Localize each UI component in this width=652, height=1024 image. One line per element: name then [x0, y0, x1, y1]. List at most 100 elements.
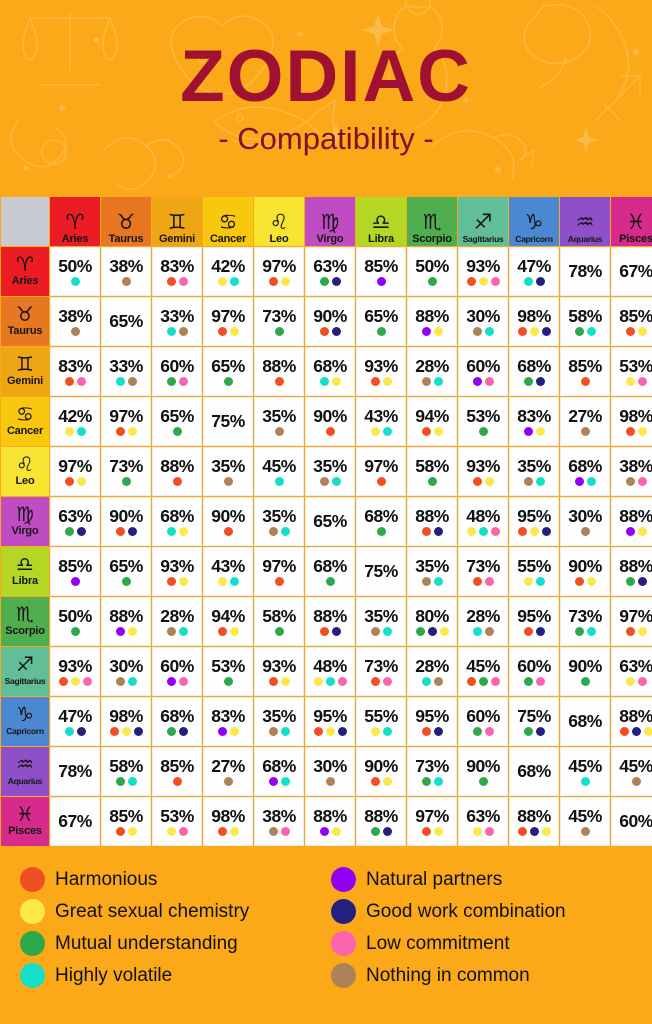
compatibility-dot-h: [580, 377, 590, 386]
legend-item-label: Harmonious: [55, 869, 158, 890]
compatibility-dot-h: [376, 477, 386, 486]
compatibility-dot-group: [611, 527, 652, 536]
compatibility-cell: 98%: [509, 297, 559, 346]
compatibility-cell: 42%: [50, 397, 100, 446]
compatibility-percent: 80%: [415, 606, 449, 626]
compatibility-dot-group: [50, 427, 100, 436]
compatibility-dot-x: [580, 427, 590, 436]
legend-color-swatch: [20, 899, 45, 924]
compatibility-cell: 94%: [407, 397, 457, 446]
compatibility-dot-s: [178, 577, 188, 586]
compatibility-dot-m: [415, 627, 425, 636]
column-header-label: Libra: [368, 233, 394, 245]
compatibility-dot-s: [586, 577, 596, 586]
compatibility-percent: 45%: [568, 806, 602, 826]
column-header-label: Pisces: [619, 233, 652, 245]
compatibility-dot-group: [152, 327, 202, 336]
compatibility-cell: 28%: [152, 597, 202, 646]
compatibility-dot-s: [433, 427, 443, 436]
compatibility-cell: 73%: [101, 447, 151, 496]
compatibility-dot-m: [319, 277, 329, 286]
compatibility-percent: 73%: [415, 756, 449, 776]
compatibility-dot-n: [472, 377, 482, 386]
compatibility-dot-group: [101, 677, 151, 686]
compatibility-percent: 83%: [160, 256, 194, 276]
compatibility-percent: 98%: [109, 706, 143, 726]
compatibility-dot-x: [484, 627, 494, 636]
compatibility-percent: 90%: [313, 306, 347, 326]
compatibility-dot-group: [458, 777, 508, 786]
row-header-sagittarius: ♐ Sagittarius: [1, 647, 49, 696]
compatibility-percent: 60%: [466, 706, 500, 726]
compatibility-cell: 90%: [356, 747, 406, 796]
compatibility-dot-group: [254, 677, 304, 686]
compatibility-dot-s: [637, 627, 647, 636]
compatibility-percent: 38%: [109, 256, 143, 276]
compatibility-dot-x: [268, 827, 278, 836]
compatibility-dot-l: [178, 677, 188, 686]
column-header-label: Capricorn: [515, 234, 553, 244]
column-header-label: Taurus: [108, 233, 144, 245]
compatibility-dot-v: [382, 427, 392, 436]
compatibility-cell: 94%: [203, 597, 253, 646]
legend-item: Great sexual chemistry: [20, 899, 321, 924]
compatibility-cell: 60%: [152, 647, 202, 696]
column-header-taurus: ♉ Taurus: [101, 197, 151, 246]
compatibility-dot-h: [370, 377, 380, 386]
compatibility-dot-w: [127, 527, 137, 536]
compatibility-cell: 58%: [101, 747, 151, 796]
compatibility-dot-m: [574, 627, 584, 636]
compatibility-dot-s: [166, 827, 176, 836]
compatibility-dot-group: [50, 477, 100, 486]
compatibility-percent: 53%: [619, 356, 652, 376]
compatibility-dot-group: [305, 427, 355, 436]
compatibility-percent: 90%: [211, 506, 245, 526]
compatibility-dot-group: [254, 627, 304, 636]
legend-column-left: Harmonious Great sexual chemistry Mutual u…: [20, 867, 321, 988]
zodiac-glyph-icon: ♎: [16, 554, 34, 576]
compatibility-percent: 97%: [364, 456, 398, 476]
legend-item: Natural partners: [331, 867, 632, 892]
compatibility-dot-h: [421, 527, 431, 536]
column-header-label: Sagittarius: [462, 234, 504, 244]
compatibility-dot-group: [305, 827, 355, 836]
compatibility-dot-group: [152, 277, 202, 286]
compatibility-cell: 48%: [305, 647, 355, 696]
page-title: ZODIAC: [180, 35, 472, 117]
compatibility-dot-h: [625, 627, 635, 636]
compatibility-dot-group: [101, 827, 151, 836]
compatibility-cell: 90%: [560, 547, 610, 596]
compatibility-percent: 94%: [415, 406, 449, 426]
compatibility-percent: 28%: [466, 606, 500, 626]
compatibility-cell: 63%: [458, 797, 508, 846]
compatibility-dot-x: [631, 777, 641, 786]
table-row: ♋ Cancer 42% 97% 65% 75% 35% 90% 43% 94% 53% 83% 27%…: [1, 397, 652, 446]
compatibility-dot-s: [331, 827, 341, 836]
compatibility-dot-group: [509, 377, 559, 386]
compatibility-percent: 38%: [58, 306, 92, 326]
compatibility-dot-group: [509, 477, 559, 486]
compatibility-cell: 63%: [611, 647, 652, 696]
compatibility-dot-group: [152, 577, 202, 586]
compatibility-cell: 75%: [509, 697, 559, 746]
compatibility-percent: 45%: [568, 756, 602, 776]
compatibility-dot-v: [274, 477, 284, 486]
zodiac-glyph-icon: ♍: [16, 504, 34, 526]
zodiac-glyph-icon: ♋: [16, 404, 34, 426]
table-row: ♊ Gemini 83% 33% 60% 65% 88% 68% 93% 28% 60% 68% 85%…: [1, 347, 652, 396]
compatibility-dot-group: [101, 477, 151, 486]
compatibility-dot-group: [101, 727, 151, 736]
legend-color-swatch: [331, 963, 356, 988]
compatibility-cell: 68%: [152, 497, 202, 546]
compatibility-cell: 27%: [203, 747, 253, 796]
compatibility-dot-group: [509, 527, 559, 536]
column-header-scorpio: ♏ Scorpio: [407, 197, 457, 246]
compatibility-cell: 83%: [203, 697, 253, 746]
compatibility-dot-group: [407, 577, 457, 586]
column-header-virgo: ♍ Virgo: [305, 197, 355, 246]
compatibility-dot-v: [325, 677, 335, 686]
compatibility-dot-s: [127, 627, 137, 636]
compatibility-dot-h: [274, 577, 284, 586]
compatibility-dot-group: [50, 277, 100, 286]
zodiac-glyph-icon: ♋: [218, 211, 238, 234]
